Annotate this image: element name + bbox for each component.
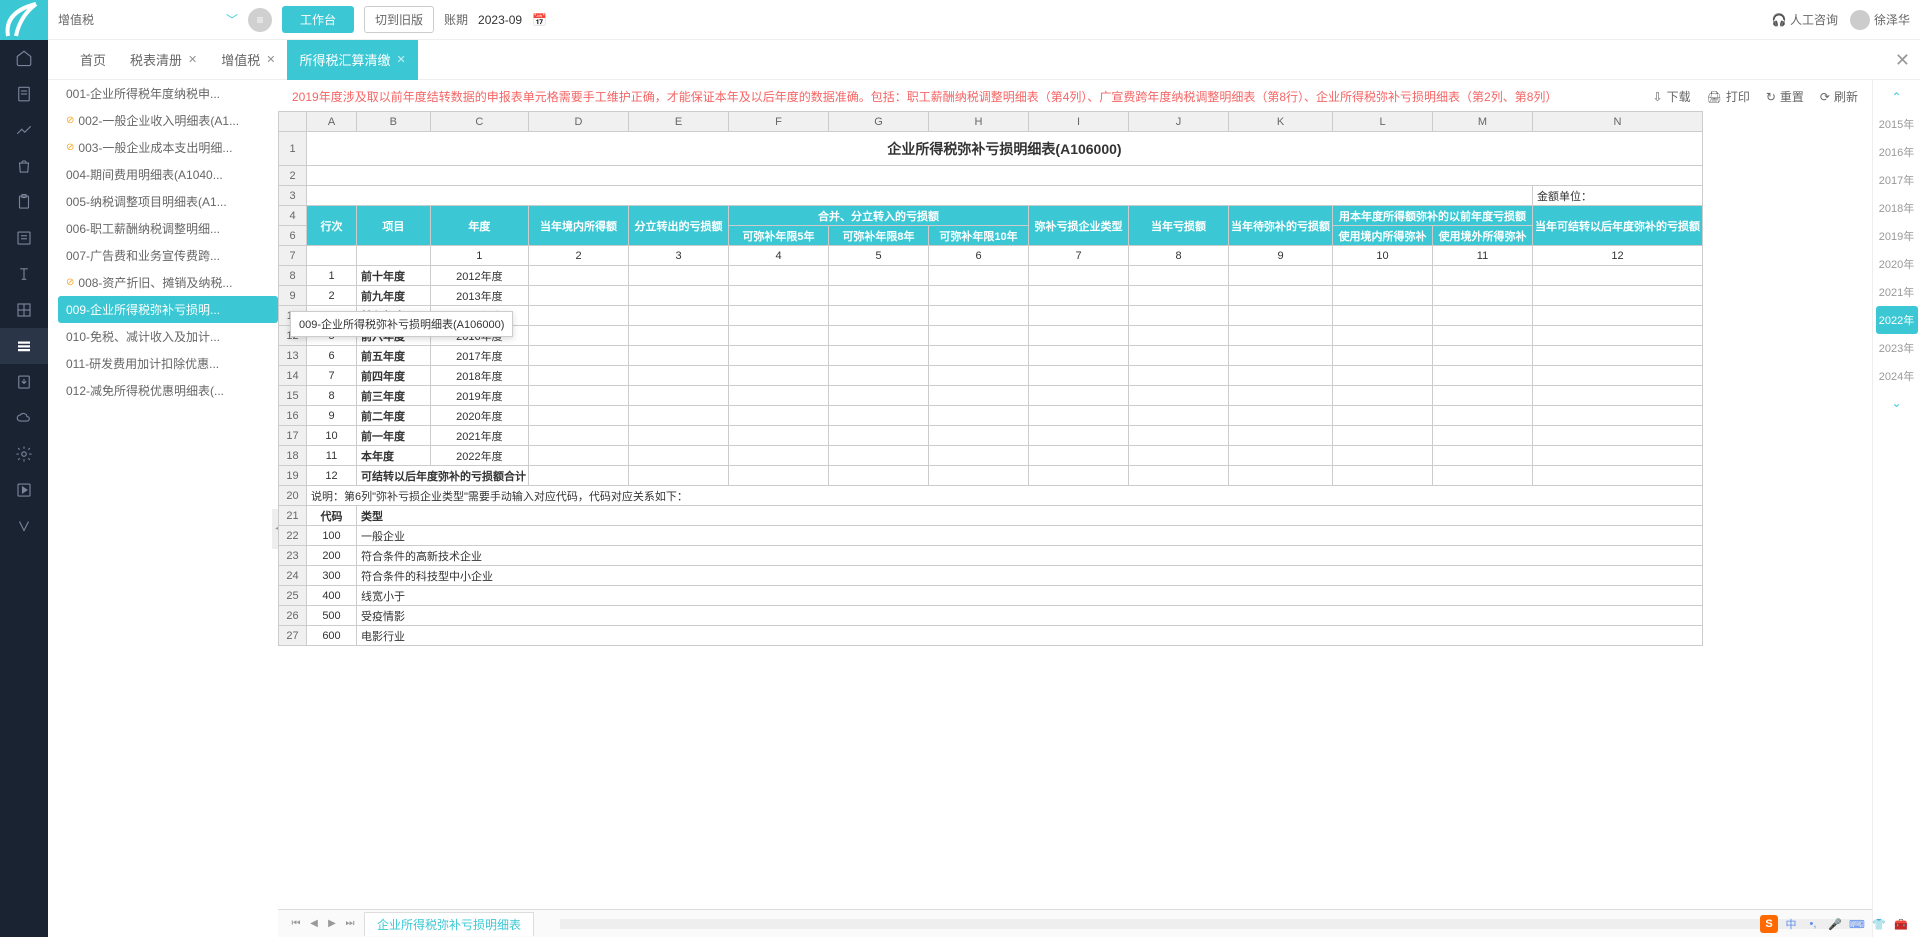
user-menu[interactable]: 徐泽华	[1850, 10, 1910, 30]
download-button[interactable]: ⇩ 下载	[1653, 88, 1691, 105]
menu-icon: ≡	[256, 13, 263, 27]
tree-item[interactable]: 011-研发费用加计扣除优惠...	[58, 350, 278, 377]
print-button[interactable]: 🖨 打印	[1707, 88, 1750, 105]
sheet-nav-next[interactable]: ▶	[324, 918, 340, 929]
close-all-tabs-button[interactable]: ✕	[1895, 50, 1910, 71]
warn-icon: ⊘	[66, 115, 74, 126]
tab-close-icon[interactable]: ✕	[397, 53, 406, 66]
report-tree: 001-企业所得税年度纳税申...⊘002-一般企业收入明细表(A1...⊘00…	[48, 80, 278, 937]
year-item-2016年[interactable]: 2016年	[1876, 138, 1918, 166]
nav-clipboard-icon[interactable]	[0, 184, 48, 220]
warn-icon: ⊘	[66, 277, 74, 288]
workbench-button[interactable]: 工作台	[282, 6, 354, 33]
ime-tool-icon[interactable]: 🧰	[1892, 915, 1910, 933]
tab-税表清册[interactable]: 税表清册✕	[118, 40, 209, 80]
nav-grid-icon[interactable]	[0, 292, 48, 328]
year-item-2024年[interactable]: 2024年	[1876, 362, 1918, 390]
ime-punct-icon[interactable]: •,	[1804, 915, 1822, 933]
sheet-tab-bar: ⏮ ◀ ▶ ⏭ 企业所得税弥补亏损明细表	[278, 909, 1872, 937]
year-item-2018年[interactable]: 2018年	[1876, 194, 1918, 222]
calendar-icon[interactable]: 📅	[532, 13, 547, 27]
nav-bag-icon[interactable]	[0, 148, 48, 184]
year-item-2015年[interactable]: 2015年	[1876, 110, 1918, 138]
warn-icon: ⊘	[66, 142, 74, 153]
nav-cloud-icon[interactable]	[0, 400, 48, 436]
nav-doc-icon[interactable]	[0, 76, 48, 112]
username: 徐泽华	[1874, 11, 1910, 28]
dropdown-label: 增值税	[58, 11, 94, 28]
topbar: 增值税 ﹀ ≡ 工作台 切到旧版 账期 2023-09 📅 🎧 人工咨询 徐泽华	[48, 0, 1920, 40]
tree-item[interactable]: ⊘002-一般企业收入明细表(A1...	[58, 107, 278, 134]
consult-link[interactable]: 🎧 人工咨询	[1772, 11, 1838, 28]
tab-close-icon[interactable]: ✕	[266, 53, 275, 66]
ime-keyboard-icon[interactable]: ⌨	[1848, 915, 1866, 933]
reset-button[interactable]: ↻ 重置	[1766, 88, 1804, 105]
avatar-icon	[1850, 10, 1870, 30]
warning-notice: 2019年度涉及取以前年度结转数据的申报表单元格需要手工维护正确，才能保证本年及…	[292, 88, 1653, 107]
tree-item[interactable]: 012-减免所得税优惠明细表(...	[58, 377, 278, 404]
nav-text-icon[interactable]	[0, 256, 48, 292]
left-panel: 001-企业所得税年度纳税申...⊘002-一般企业收入明细表(A1...⊘00…	[48, 80, 278, 937]
year-scroll-down[interactable]: ⌄	[1887, 392, 1905, 414]
tab-所得税汇算清缴[interactable]: 所得税汇算清缴✕	[287, 40, 417, 80]
horizontal-scrollbar[interactable]	[560, 919, 1862, 929]
sheet-nav-first[interactable]: ⏮	[288, 918, 304, 929]
year-item-2022年[interactable]: 2022年	[1876, 306, 1918, 334]
year-item-2023年[interactable]: 2023年	[1876, 334, 1918, 362]
logo[interactable]	[0, 0, 48, 40]
tree-item[interactable]: 005-纳税调整项目明细表(A1...	[58, 188, 278, 215]
tree-tooltip: 009-企业所得税弥补亏损明细表(A106000)	[290, 311, 513, 337]
nav-home-icon[interactable]	[0, 40, 48, 76]
tree-item[interactable]: 001-企业所得税年度纳税申...	[58, 80, 278, 107]
ime-skin-icon[interactable]: 👕	[1870, 915, 1888, 933]
tree-item[interactable]: 004-期间费用明细表(A1040...	[58, 161, 278, 188]
tree-item[interactable]: 006-职工薪酬纳税调整明细...	[58, 215, 278, 242]
year-rail: ⌃ 2015年2016年2017年2018年2019年2020年2021年202…	[1872, 80, 1920, 937]
year-item-2020年[interactable]: 2020年	[1876, 250, 1918, 278]
sheet-nav-prev[interactable]: ◀	[306, 918, 322, 929]
chevron-down-icon: ﹀	[226, 11, 238, 28]
year-item-2017年[interactable]: 2017年	[1876, 166, 1918, 194]
menu-toggle-button[interactable]: ≡	[248, 8, 272, 32]
nav-v-icon[interactable]	[0, 508, 48, 544]
sheet-tab-active[interactable]: 企业所得税弥补亏损明细表	[364, 912, 534, 936]
tab-增值税[interactable]: 增值税✕	[209, 40, 287, 80]
tree-item[interactable]: 009-企业所得税弥补亏损明...	[58, 296, 278, 323]
nav-list-icon[interactable]	[0, 220, 48, 256]
tab-首页[interactable]: 首页	[68, 40, 118, 80]
year-item-2019年[interactable]: 2019年	[1876, 222, 1918, 250]
nav-chart-icon[interactable]	[0, 112, 48, 148]
company-dropdown[interactable]: 增值税 ﹀	[58, 11, 238, 28]
sheet-nav-last[interactable]: ⏭	[342, 918, 358, 929]
year-scroll-up[interactable]: ⌃	[1887, 86, 1905, 108]
switch-old-button[interactable]: 切到旧版	[364, 6, 434, 33]
nav-sidebar	[0, 0, 48, 937]
nav-export-icon[interactable]	[0, 364, 48, 400]
ime-toolbar: S 中 •, 🎤 ⌨ 👕 🧰	[1760, 915, 1910, 933]
nav-play-icon[interactable]	[0, 472, 48, 508]
period-label: 账期	[444, 11, 468, 28]
spreadsheet[interactable]: 009-企业所得税弥补亏损明细表(A106000) ABCDEFGHIJKLMN…	[278, 111, 1872, 909]
nav-stack-icon[interactable]	[0, 328, 48, 364]
year-item-2021年[interactable]: 2021年	[1876, 278, 1918, 306]
page-tabs: 首页税表清册✕增值税✕所得税汇算清缴✕ ✕	[48, 40, 1920, 80]
tree-item[interactable]: ⊘008-资产折旧、摊销及纳税...	[58, 269, 278, 296]
ime-mic-icon[interactable]: 🎤	[1826, 915, 1844, 933]
ime-lang-icon[interactable]: 中	[1782, 915, 1800, 933]
refresh-button[interactable]: ⟳ 刷新	[1820, 88, 1858, 105]
period-value: 2023-09	[478, 13, 522, 27]
tree-item[interactable]: ⊘003-一般企业成本支出明细...	[58, 134, 278, 161]
ime-logo-icon[interactable]: S	[1760, 915, 1778, 933]
tree-item[interactable]: 007-广告费和业务宣传费跨...	[58, 242, 278, 269]
tab-close-icon[interactable]: ✕	[188, 53, 197, 66]
nav-settings-icon[interactable]	[0, 436, 48, 472]
tree-item[interactable]: 010-免税、减计收入及加计...	[58, 323, 278, 350]
